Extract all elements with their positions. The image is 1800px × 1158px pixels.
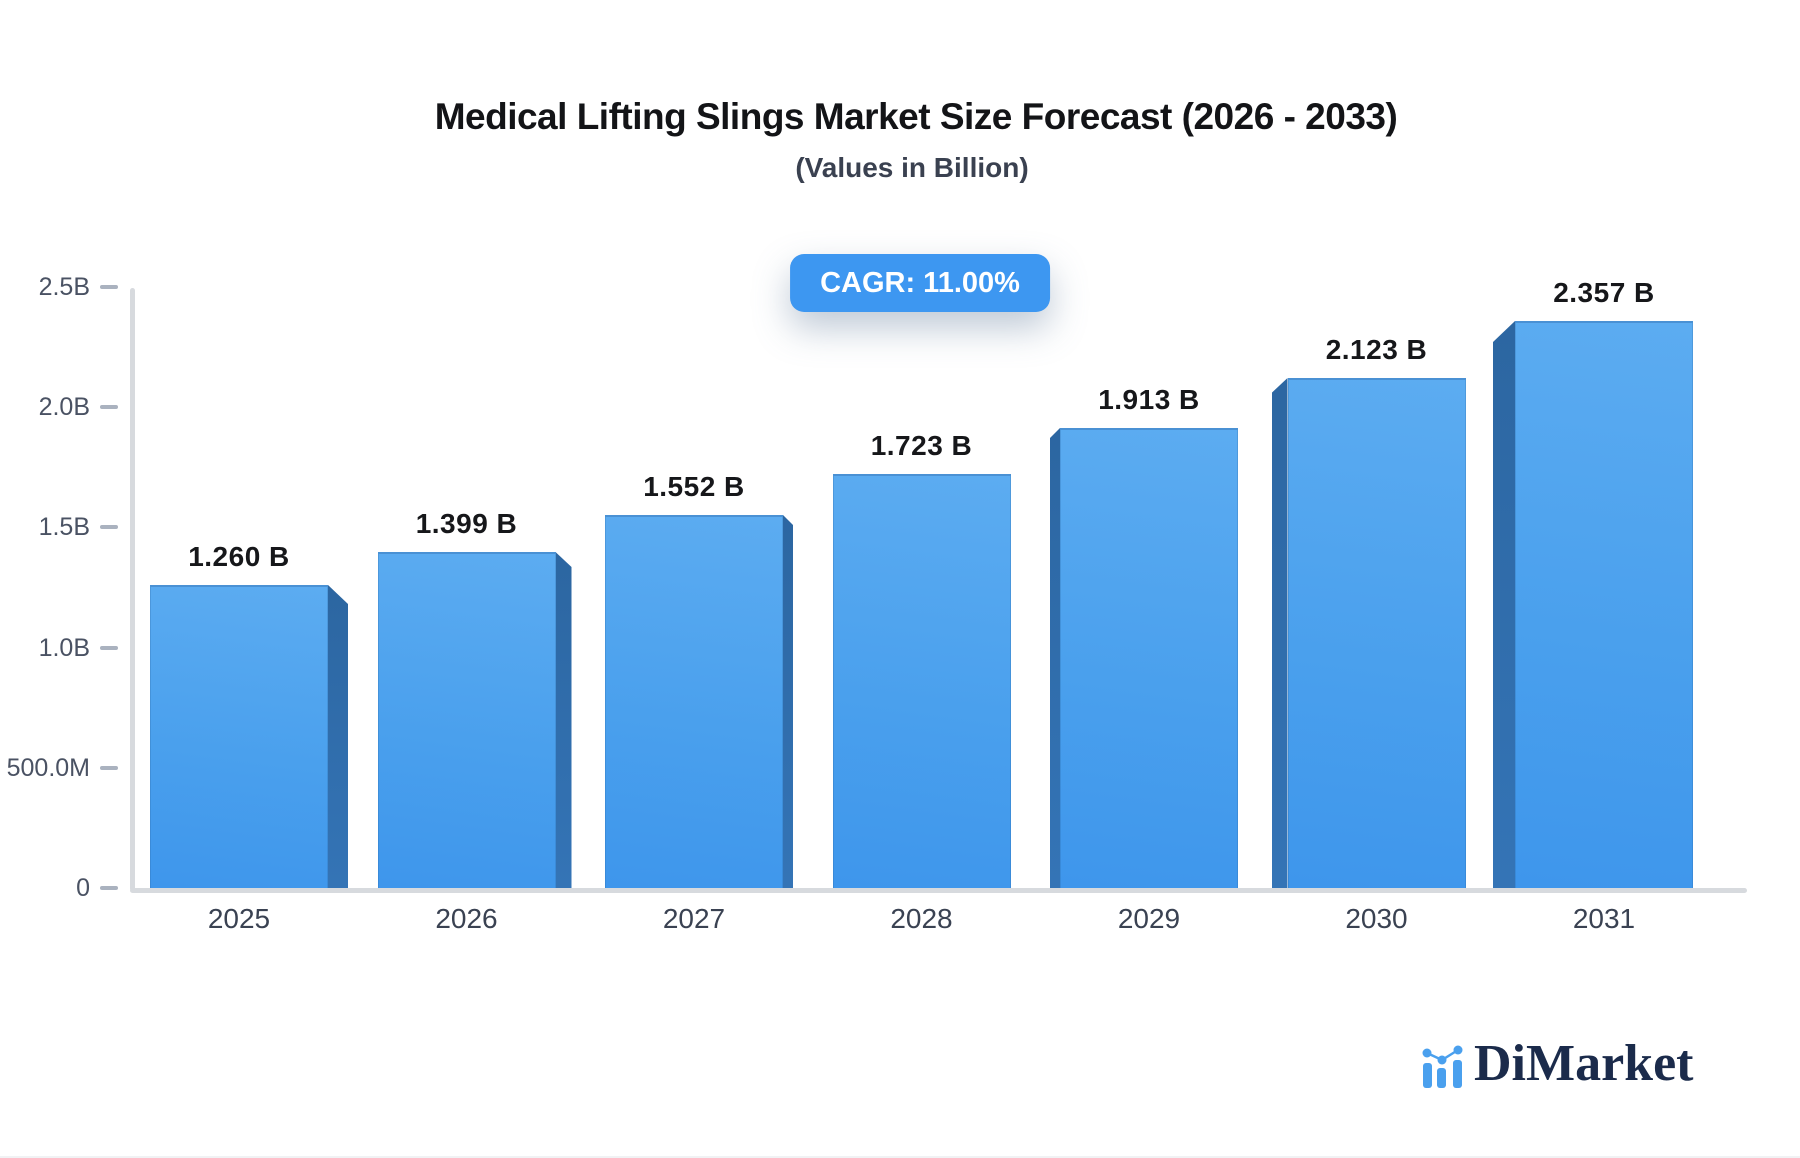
y-axis-tick-mark	[100, 886, 118, 890]
y-axis-tick-label: 500.0M	[6, 753, 90, 782]
x-axis-category-label: 2029	[1117, 903, 1181, 934]
bar-value-label: 2.123 B	[1325, 334, 1428, 365]
brand-logo: DiMarket	[1422, 1035, 1694, 1092]
chart-title: Medical Lifting Slings Market Size Forec…	[434, 96, 1398, 137]
bar-chart-logo-icon	[1422, 1045, 1463, 1088]
y-axis-tick-mark	[100, 525, 118, 530]
y-axis-tick-label: 0	[76, 874, 90, 902]
x-axis-category-label: 2026	[435, 903, 498, 934]
bar-2026	[377, 552, 556, 888]
y-axis-tick-label: 1.0B	[38, 633, 90, 662]
bar-2030	[1287, 378, 1466, 888]
x-axis-category-label: 2031	[1572, 903, 1636, 934]
bar-3d-side	[1271, 378, 1288, 888]
y-axis-tick-mark	[100, 285, 118, 289]
brand-name: DiMarket	[1474, 1035, 1694, 1092]
bar-3d-side	[555, 552, 572, 888]
bar-3d-side	[1050, 428, 1060, 888]
bar-2025	[150, 585, 328, 888]
y-axis-tick-label: 2.5B	[38, 273, 90, 301]
bar-value-label: 1.552 B	[643, 471, 745, 502]
bar-value-label: 2.357 B	[1553, 277, 1655, 308]
cagr-badge: CAGR: 11.00%	[790, 254, 1050, 312]
y-axis-tick-mark	[100, 765, 118, 770]
y-axis-tick-mark	[100, 405, 118, 410]
bar-2028	[832, 474, 1011, 888]
y-axis-tick-label: 2.0B	[38, 393, 90, 422]
x-axis-category-label: 2028	[890, 903, 953, 934]
bar-2031	[1515, 321, 1693, 888]
x-axis-category-label: 2030	[1345, 903, 1408, 934]
bar-2027	[605, 515, 783, 888]
bar-2029	[1060, 428, 1238, 888]
bar-value-label: 1.260 B	[188, 541, 290, 572]
bar-3d-side	[328, 585, 348, 888]
y-axis-tick-mark	[100, 645, 118, 650]
y-axis-line	[130, 288, 135, 891]
x-axis-category-label: 2027	[662, 903, 726, 934]
y-axis-tick-label: 1.5B	[38, 513, 90, 542]
bar-3d-side	[1493, 321, 1515, 888]
chart-subtitle: (Values in Billion)	[795, 152, 1029, 183]
bar-3d-side	[783, 515, 793, 888]
x-axis-line	[130, 888, 1747, 893]
bar-value-label: 1.399 B	[415, 508, 518, 539]
bar-value-label: 1.913 B	[1098, 384, 1200, 415]
bar-value-label: 1.723 B	[870, 430, 973, 461]
x-axis-category-label: 2025	[207, 903, 271, 934]
